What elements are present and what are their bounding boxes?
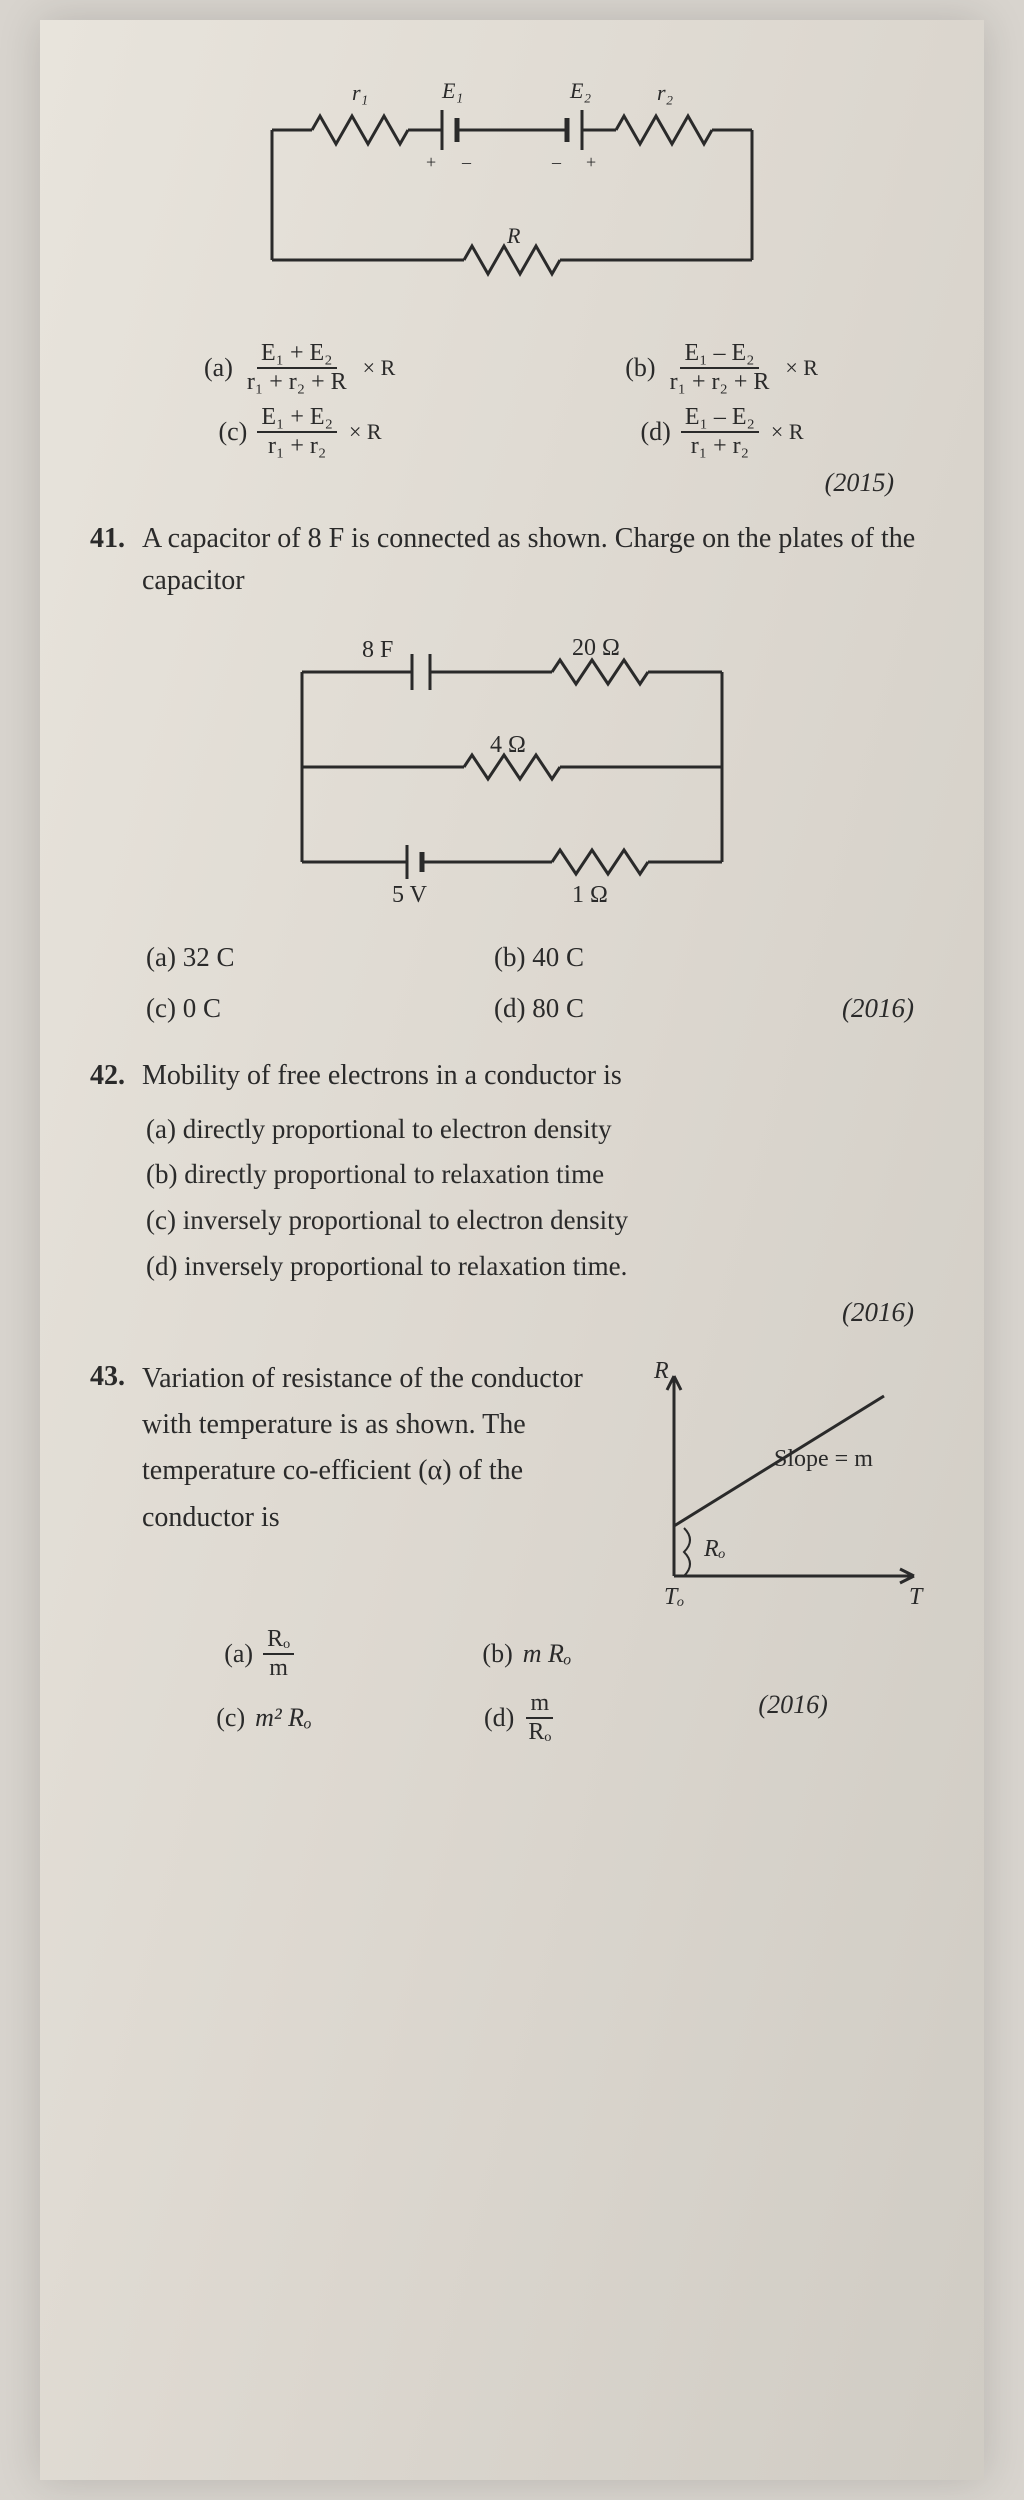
q40-b-num: E₁ – E₂ (680, 340, 758, 369)
q41-text: A capacitor of 8 F is connected as shown… (142, 518, 934, 602)
option-letter: (d) (641, 417, 671, 447)
q40-r2-label: r₂ (657, 80, 674, 105)
q40-a-tail: × R (361, 355, 398, 381)
q41-circuit: 8 F 20 Ω 4 Ω 1 Ω 5 V (232, 612, 792, 912)
q40-a-den: r₁ + r₂ + R (243, 369, 351, 396)
q43-option-b: (b) m Rₒ (482, 1626, 571, 1682)
svg-text:–: – (461, 152, 472, 172)
q41-option-d: (d) 80 C (494, 983, 842, 1034)
q41-number: 41. (90, 518, 130, 602)
q41-option-b: (b) 40 C (494, 932, 842, 983)
q43-graph: R T Slope = m Rₒ Tₒ (624, 1356, 934, 1616)
q40-c-tail: × R (347, 419, 384, 445)
q41-options: (a) 32 C (b) 40 C (c) 0 C (d) 80 C (2016… (146, 932, 934, 1035)
q40-d-tail: × R (769, 419, 806, 445)
q40-r1-label: r₁ (352, 80, 368, 105)
q43-option-a: (a) Rₒm (224, 1626, 294, 1682)
svg-text:–: – (551, 152, 562, 172)
q40-E1-label: E₁ (441, 78, 463, 103)
q43-year: (2016) (728, 1690, 848, 1746)
q43-a-num: Rₒ (263, 1626, 294, 1655)
q40-options-row1: (a) E₁ + E₂r₁ + r₂ + R × R (b) E₁ – E₂r₁… (90, 340, 934, 396)
option-letter: (c) (218, 417, 247, 447)
q40-E2-label: E₂ (569, 78, 591, 103)
q40-option-c: (c) E₁ + E₂r₁ + r₂ × R (218, 404, 383, 460)
q41-V-label: 5 V (392, 882, 428, 908)
q40-a-num: E₁ + E₂ (257, 340, 337, 369)
svg-text:+: + (586, 152, 596, 172)
q40-circuit: r₁ E₁ E₂ r₂ R + – – + (212, 60, 812, 320)
q43-R0-label: Rₒ (703, 1536, 726, 1562)
q40-b-tail: × R (783, 355, 820, 381)
q40-option-d: (d) E₁ – E₂r₁ + r₂ × R (641, 404, 806, 460)
q40-b-den: r₁ + r₂ + R (666, 369, 774, 396)
q42: 42. Mobility of free electrons in a cond… (90, 1055, 934, 1097)
q43-option-d: (d) mRₒ (484, 1690, 555, 1746)
q42-text: Mobility of free electrons in a conducto… (142, 1055, 934, 1097)
q40-options-row2: (c) E₁ + E₂r₁ + r₂ × R (d) E₁ – E₂r₁ + r… (90, 404, 934, 460)
q40-c-den: r₁ + r₂ (264, 433, 330, 460)
q42-number: 42. (90, 1055, 130, 1097)
q43-yaxis: R (653, 1358, 669, 1384)
q43-options-row2: (c) m² Rₒ (d) mRₒ (2016) (130, 1690, 934, 1746)
svg-text:+: + (426, 152, 436, 172)
q40-d-den: r₁ + r₂ (687, 433, 753, 460)
q42-option-c: (c) inversely proportional to electron d… (146, 1198, 934, 1244)
q40-c-num: E₁ + E₂ (257, 404, 337, 433)
option-letter: (b) (625, 353, 655, 383)
q43-option-c: (c) m² Rₒ (216, 1690, 311, 1746)
q40-year: (2015) (90, 468, 894, 498)
q40-option-b: (b) E₁ – E₂r₁ + r₂ + R × R (625, 340, 820, 396)
q41-option-a: (a) 32 C (146, 932, 494, 983)
q42-option-b: (b) directly proportional to relaxation … (146, 1152, 934, 1198)
q40-R-label: R (506, 223, 521, 248)
q41-R20-label: 20 Ω (572, 635, 620, 661)
q43-xaxis: T (909, 1584, 924, 1610)
option-letter: (a) (204, 353, 233, 383)
q41-cap-label: 8 F (362, 637, 393, 663)
q42-option-a: (a) directly proportional to electron de… (146, 1107, 934, 1153)
q42-options: (a) directly proportional to electron de… (146, 1107, 934, 1336)
q43-c-text: m² Rₒ (255, 1703, 311, 1733)
q41-year: (2016) (842, 983, 934, 1034)
q43-a-den: m (265, 1655, 292, 1682)
q42-option-d: (d) inversely proportional to relaxation… (146, 1244, 934, 1290)
q41-option-c: (c) 0 C (146, 983, 494, 1034)
q43-b-text: m Rₒ (523, 1639, 572, 1669)
q43: 43. Variation of resistance of the condu… (90, 1356, 934, 1616)
q43-text: Variation of resistance of the conductor… (142, 1356, 604, 1541)
q40-d-num: E₁ – E₂ (681, 404, 759, 433)
q43-T0-label: Tₒ (664, 1584, 684, 1610)
q43-d-num: m (526, 1690, 553, 1719)
q41: 41. A capacitor of 8 F is connected as s… (90, 518, 934, 602)
q43-number: 43. (90, 1356, 130, 1616)
page-container: r₁ E₁ E₂ r₂ R + – – + (a) E₁ + E₂r₁ + r₂… (40, 20, 984, 2480)
q42-year: (2016) (146, 1290, 934, 1336)
q43-slope-label: Slope = m (774, 1446, 873, 1472)
q40-option-a: (a) E₁ + E₂r₁ + r₂ + R × R (204, 340, 397, 396)
q43-d-den: Rₒ (524, 1719, 555, 1746)
q41-R1-label: 1 Ω (572, 882, 608, 908)
q43-options-row1: (a) Rₒm (b) m Rₒ (130, 1626, 934, 1682)
q41-R4-label: 4 Ω (490, 732, 526, 758)
